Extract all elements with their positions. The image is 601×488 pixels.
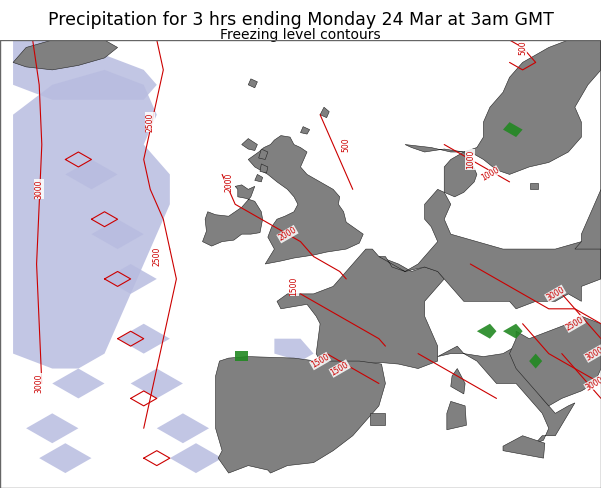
Polygon shape bbox=[130, 368, 183, 398]
Polygon shape bbox=[235, 350, 248, 361]
Polygon shape bbox=[447, 402, 466, 430]
Polygon shape bbox=[52, 368, 105, 398]
Polygon shape bbox=[203, 185, 263, 246]
Polygon shape bbox=[258, 149, 268, 160]
Polygon shape bbox=[320, 107, 329, 118]
Polygon shape bbox=[118, 324, 170, 354]
Polygon shape bbox=[13, 40, 118, 70]
Text: 2000: 2000 bbox=[277, 225, 298, 243]
Polygon shape bbox=[287, 219, 340, 249]
Text: 2500: 2500 bbox=[564, 315, 585, 332]
Polygon shape bbox=[39, 443, 91, 473]
Polygon shape bbox=[248, 136, 363, 264]
Text: Precipitation for 3 hrs ending Monday 24 Mar at 3am GMT: Precipitation for 3 hrs ending Monday 24… bbox=[47, 11, 554, 29]
Polygon shape bbox=[275, 339, 314, 361]
Polygon shape bbox=[91, 219, 144, 249]
Text: 2500: 2500 bbox=[146, 112, 154, 132]
Text: 1500: 1500 bbox=[290, 277, 299, 296]
Polygon shape bbox=[370, 413, 385, 425]
Polygon shape bbox=[503, 324, 523, 339]
Text: 3000: 3000 bbox=[584, 375, 601, 392]
Text: 3000: 3000 bbox=[545, 285, 566, 303]
Polygon shape bbox=[531, 183, 538, 189]
Polygon shape bbox=[13, 70, 170, 368]
Text: 2500: 2500 bbox=[152, 247, 161, 266]
Polygon shape bbox=[260, 164, 268, 173]
Text: 500: 500 bbox=[518, 40, 527, 55]
Polygon shape bbox=[503, 436, 545, 458]
Text: 2000: 2000 bbox=[224, 172, 233, 192]
Text: 1000: 1000 bbox=[466, 150, 475, 169]
Text: 3000: 3000 bbox=[35, 180, 44, 199]
Polygon shape bbox=[170, 443, 222, 473]
Polygon shape bbox=[13, 40, 157, 100]
Polygon shape bbox=[157, 413, 209, 443]
Text: Freezing level contours: Freezing level contours bbox=[220, 28, 381, 42]
Polygon shape bbox=[477, 324, 496, 339]
Polygon shape bbox=[510, 316, 601, 406]
Polygon shape bbox=[529, 354, 542, 368]
Polygon shape bbox=[444, 152, 477, 197]
Polygon shape bbox=[523, 339, 601, 398]
Text: 3000: 3000 bbox=[584, 345, 601, 363]
Polygon shape bbox=[451, 368, 465, 394]
Polygon shape bbox=[242, 139, 257, 150]
Text: 1500: 1500 bbox=[329, 360, 350, 377]
Text: 3000: 3000 bbox=[35, 374, 44, 393]
Text: 500: 500 bbox=[342, 137, 351, 152]
Polygon shape bbox=[277, 249, 444, 368]
Polygon shape bbox=[26, 413, 78, 443]
Polygon shape bbox=[503, 122, 523, 137]
Polygon shape bbox=[379, 189, 601, 309]
Polygon shape bbox=[575, 40, 601, 279]
Polygon shape bbox=[300, 126, 310, 134]
Polygon shape bbox=[255, 174, 263, 182]
Polygon shape bbox=[216, 357, 385, 473]
Text: 1500: 1500 bbox=[310, 352, 331, 370]
Polygon shape bbox=[438, 346, 575, 443]
Polygon shape bbox=[248, 79, 257, 88]
Text: 1000: 1000 bbox=[480, 165, 501, 183]
Polygon shape bbox=[405, 40, 601, 174]
Polygon shape bbox=[105, 264, 157, 294]
Polygon shape bbox=[66, 160, 118, 189]
